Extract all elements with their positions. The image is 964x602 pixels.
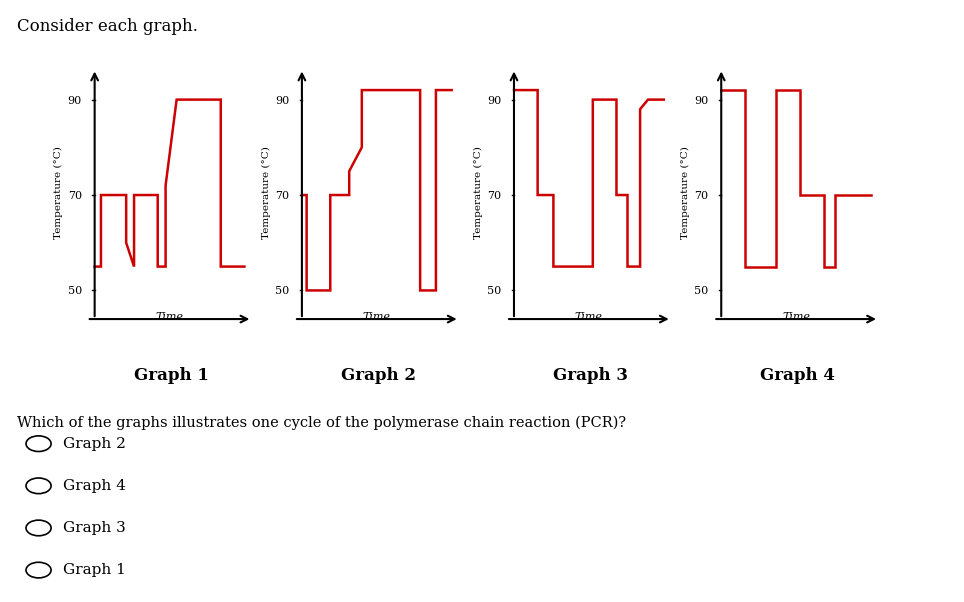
Text: Time: Time	[155, 312, 183, 322]
Text: Time: Time	[782, 312, 810, 322]
Text: Which of the graphs illustrates one cycle of the polymerase chain reaction (PCR): Which of the graphs illustrates one cycl…	[17, 415, 627, 430]
Y-axis label: Temperature (°C): Temperature (°C)	[473, 146, 483, 239]
Text: Graph 2: Graph 2	[63, 436, 125, 451]
Text: Graph 1: Graph 1	[63, 563, 125, 577]
Y-axis label: Temperature (°C): Temperature (°C)	[54, 146, 64, 239]
Text: Consider each graph.: Consider each graph.	[17, 18, 199, 35]
Y-axis label: Temperature (°C): Temperature (°C)	[681, 146, 690, 239]
Text: Graph 1: Graph 1	[134, 367, 208, 384]
Text: Graph 4: Graph 4	[761, 367, 835, 384]
Text: Graph 3: Graph 3	[63, 521, 125, 535]
Text: Graph 3: Graph 3	[553, 367, 628, 384]
Text: Graph 4: Graph 4	[63, 479, 125, 493]
Y-axis label: Temperature (°C): Temperature (°C)	[261, 146, 271, 239]
Text: Graph 2: Graph 2	[341, 367, 415, 384]
Text: Time: Time	[575, 312, 602, 322]
Text: Time: Time	[362, 312, 390, 322]
